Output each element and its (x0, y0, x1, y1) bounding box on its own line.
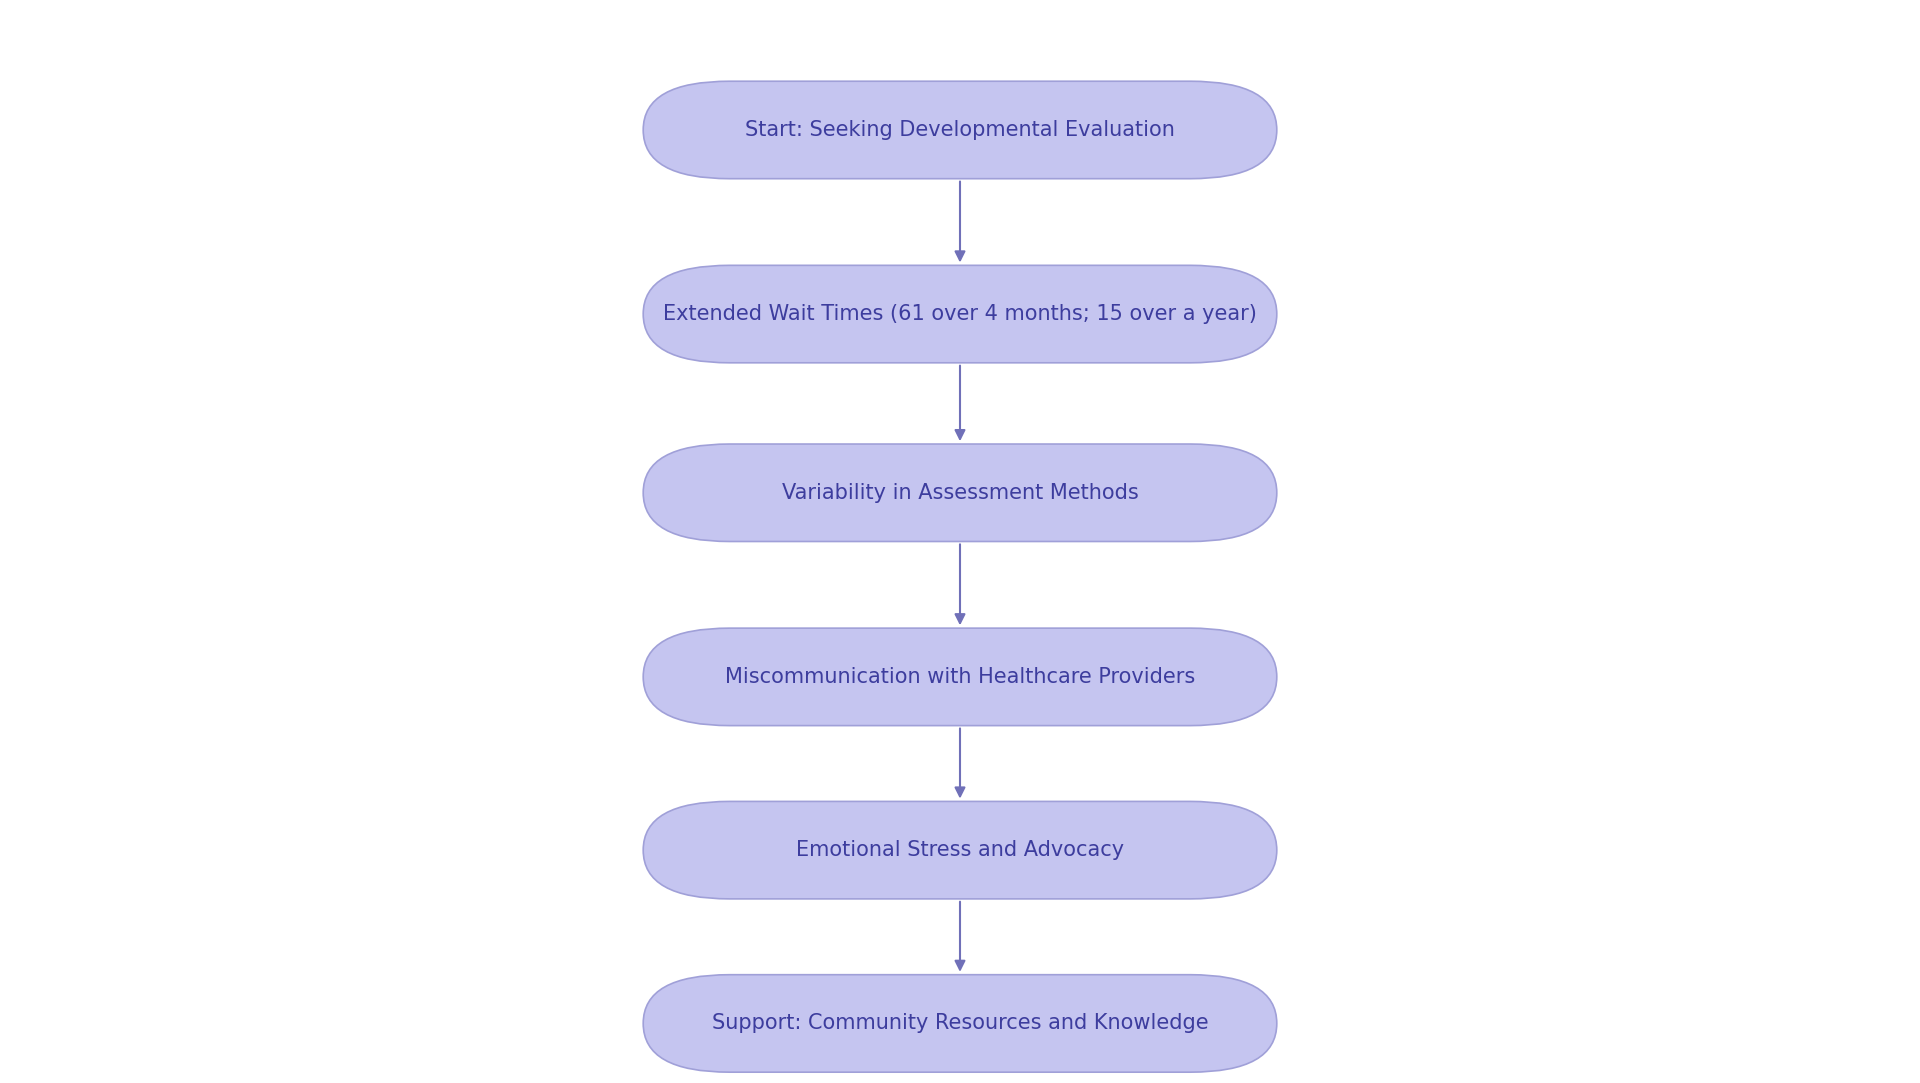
Text: Variability in Assessment Methods: Variability in Assessment Methods (781, 483, 1139, 503)
FancyBboxPatch shape (643, 628, 1277, 726)
FancyBboxPatch shape (643, 444, 1277, 542)
FancyBboxPatch shape (643, 265, 1277, 363)
FancyBboxPatch shape (643, 975, 1277, 1072)
FancyBboxPatch shape (643, 801, 1277, 899)
FancyBboxPatch shape (643, 81, 1277, 179)
Text: Start: Seeking Developmental Evaluation: Start: Seeking Developmental Evaluation (745, 120, 1175, 140)
Text: Miscommunication with Healthcare Providers: Miscommunication with Healthcare Provide… (726, 667, 1194, 687)
Text: Extended Wait Times (61 over 4 months; 15 over a year): Extended Wait Times (61 over 4 months; 1… (662, 304, 1258, 324)
Text: Support: Community Resources and Knowledge: Support: Community Resources and Knowled… (712, 1014, 1208, 1033)
Text: Emotional Stress and Advocacy: Emotional Stress and Advocacy (797, 840, 1123, 860)
